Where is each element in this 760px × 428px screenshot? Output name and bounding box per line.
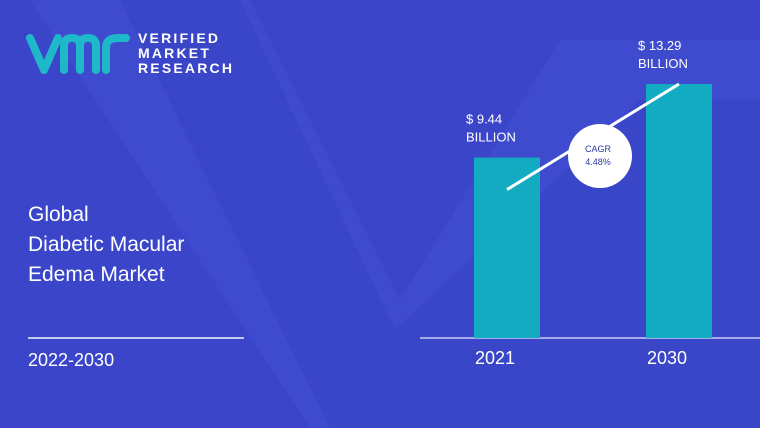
- background-v-shape-inner: [120, 0, 760, 428]
- brand-line-2: MARKET: [138, 45, 212, 61]
- data-label-unit-2030: BILLION: [638, 56, 688, 71]
- bar-2030: [646, 84, 712, 338]
- title-divider: [28, 337, 244, 339]
- data-label-unit-2021: BILLION: [466, 130, 516, 145]
- cagr-badge: [568, 124, 632, 188]
- brand-line-3: RESEARCH: [138, 60, 235, 76]
- cagr-value: 4.48%: [585, 157, 611, 167]
- title-line-1: Global: [28, 203, 89, 226]
- brand-line-1: VERIFIED: [138, 30, 221, 46]
- report-title: Global Diabetic Macular Edema Market: [28, 200, 184, 290]
- forecast-period: 2022-2030: [28, 350, 115, 370]
- title-line-3: Edema Market: [28, 263, 165, 286]
- bar-2021: [474, 157, 540, 338]
- x-tick-label-2030: 2030: [647, 348, 687, 368]
- title-line-2: Diabetic Macular: [28, 233, 185, 256]
- brand-name: VERIFIED MARKET RESEARCH: [138, 31, 234, 76]
- data-label-value-2030: $ 13.29: [638, 38, 681, 53]
- data-label-value-2021: $ 9.44: [466, 112, 502, 127]
- cagr-label: CAGR: [585, 144, 612, 154]
- logo-icon: [26, 33, 130, 74]
- x-tick-label-2021: 2021: [475, 348, 515, 368]
